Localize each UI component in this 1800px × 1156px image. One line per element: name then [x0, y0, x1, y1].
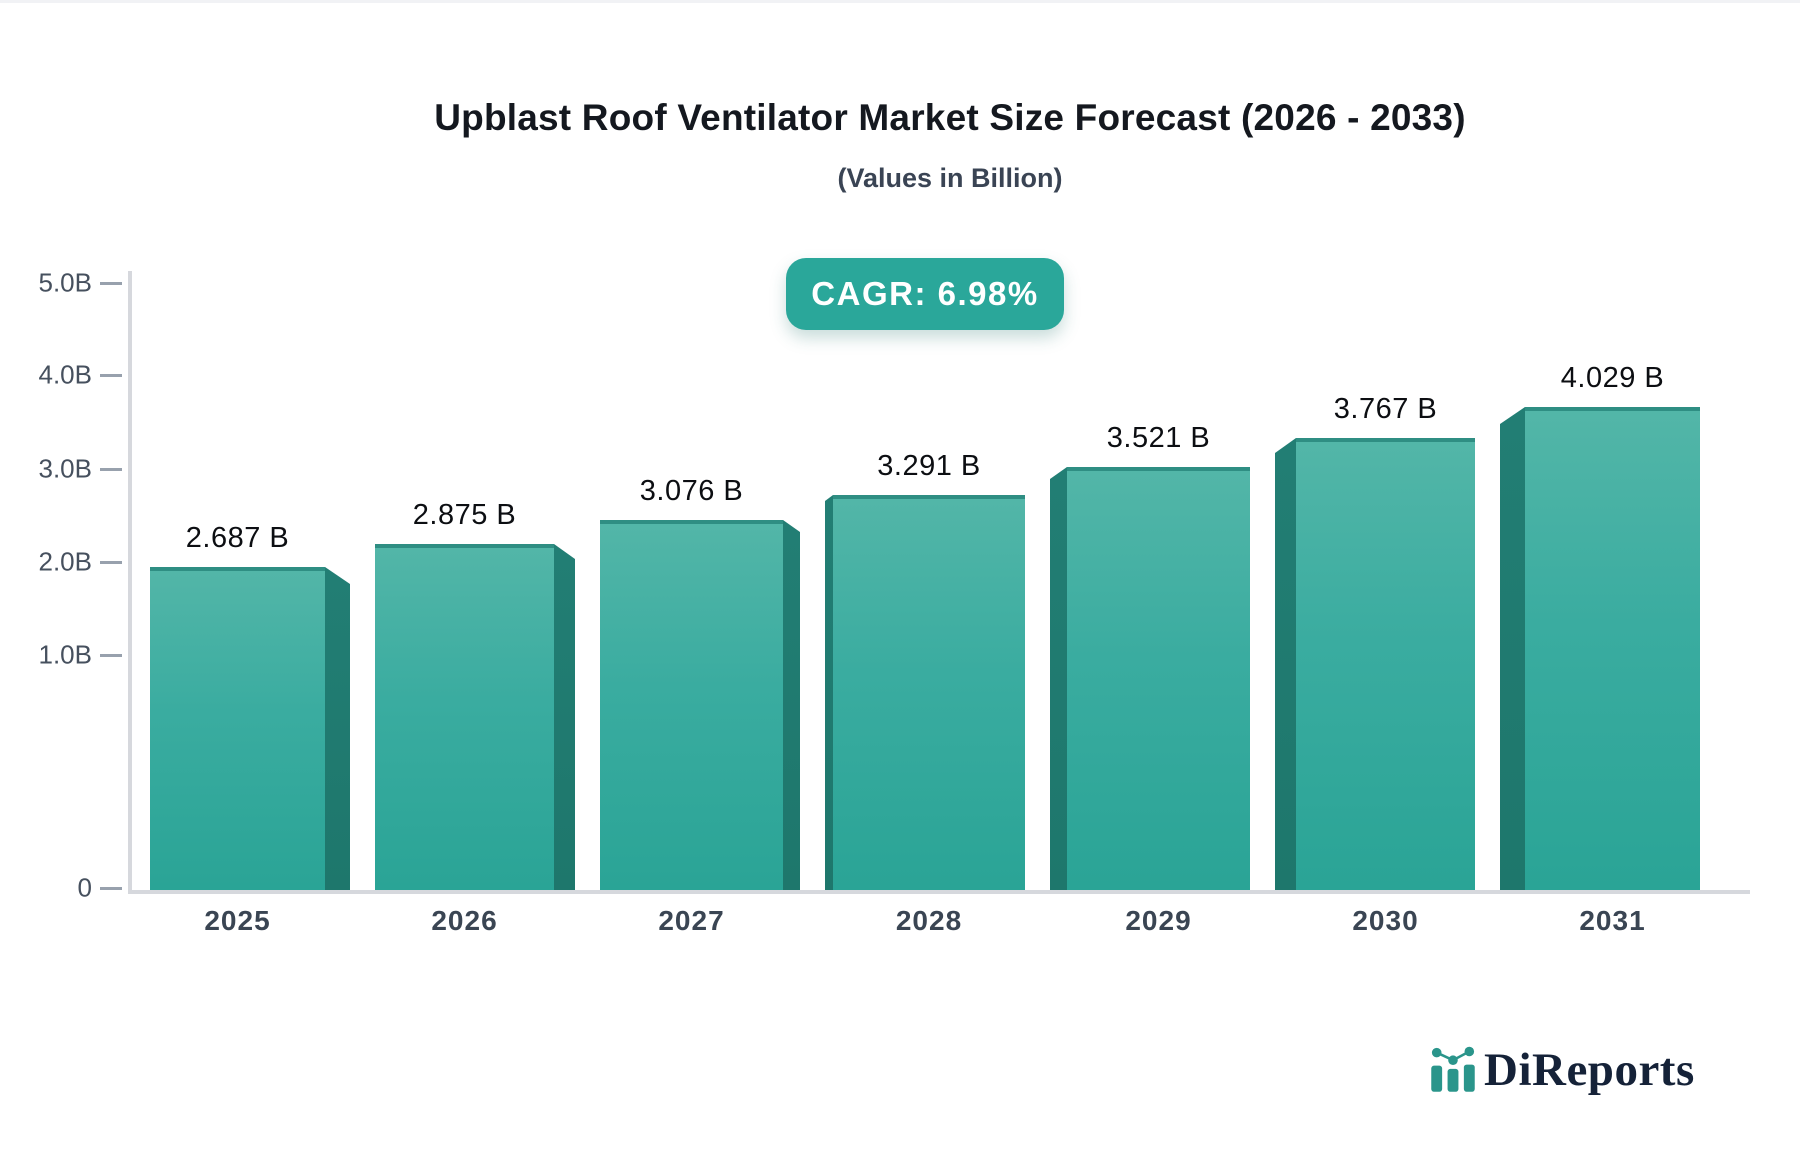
y-axis-tick-label: 1.0B	[38, 639, 93, 670]
y-axis-tick-label: 3.0B	[38, 453, 93, 484]
bar-side-face	[325, 567, 350, 890]
bar-top-edge	[1296, 438, 1475, 442]
bar-value-label: 3.076 B	[639, 475, 744, 507]
bar-top-edge	[600, 520, 783, 524]
page-title: Upblast Roof Ventilator Market Size Fore…	[434, 97, 1466, 138]
bar-side-face	[1275, 438, 1296, 890]
bar-side-face	[783, 520, 800, 890]
bar-value-label: 2.875 B	[412, 499, 517, 531]
y-axis-tick-label: 0	[77, 872, 92, 903]
bar	[1296, 438, 1475, 890]
x-axis-label: 2030	[1352, 905, 1419, 936]
bar-top-edge	[1067, 467, 1250, 471]
bar-side-face	[1050, 467, 1067, 890]
y-axis-tick-label: 2.0B	[38, 546, 93, 577]
bar-value-label: 3.521 B	[1106, 422, 1211, 454]
x-axis-label: 2025	[204, 905, 271, 936]
bar-side-face	[554, 544, 575, 890]
y-axis-tick	[100, 561, 122, 564]
x-axis-label: 2031	[1579, 905, 1646, 936]
x-axis-line	[128, 890, 1750, 894]
bar-value-label: 4.029 B	[1560, 362, 1665, 394]
bar-value-label: 2.687 B	[185, 522, 290, 554]
x-axis-label: 2029	[1125, 905, 1192, 936]
brand-logo: DiReports	[1428, 1035, 1708, 1105]
y-axis-tick-label: 5.0B	[38, 267, 93, 298]
cagr-badge: CAGR: 6.98%	[786, 258, 1064, 330]
x-axis-label: 2028	[895, 905, 963, 936]
y-axis-tick	[100, 468, 122, 471]
x-axis-label: 2026	[431, 905, 498, 936]
cagr-badge-label: CAGR: 6.98%	[811, 275, 1039, 312]
bar-chart-trend-icon	[1431, 1046, 1475, 1092]
bar	[1525, 407, 1700, 890]
bar-side-face	[1500, 407, 1525, 890]
bar-top-edge	[1525, 407, 1700, 411]
bar-top-edge	[375, 544, 554, 548]
bar	[1067, 467, 1250, 890]
brand-logo-text: DiReports	[1484, 1044, 1695, 1096]
bar	[600, 520, 783, 890]
bar-side-face	[825, 495, 833, 890]
y-axis-tick-label: 4.0B	[38, 359, 93, 390]
x-axis-label: 2027	[658, 905, 725, 936]
bar-top-edge	[833, 495, 1025, 499]
y-axis-tick	[100, 887, 122, 890]
y-axis-tick	[100, 654, 122, 657]
page-subtitle: (Values in Billion)	[837, 163, 1063, 193]
bar	[833, 495, 1025, 890]
bar	[150, 567, 325, 890]
y-axis-line	[128, 271, 132, 894]
bar	[375, 544, 554, 890]
bar-value-label: 3.767 B	[1333, 393, 1438, 425]
bar-value-label: 3.291 B	[877, 450, 981, 482]
y-axis-tick	[100, 374, 122, 377]
bar-top-edge	[150, 567, 325, 571]
y-axis-tick	[100, 282, 122, 285]
